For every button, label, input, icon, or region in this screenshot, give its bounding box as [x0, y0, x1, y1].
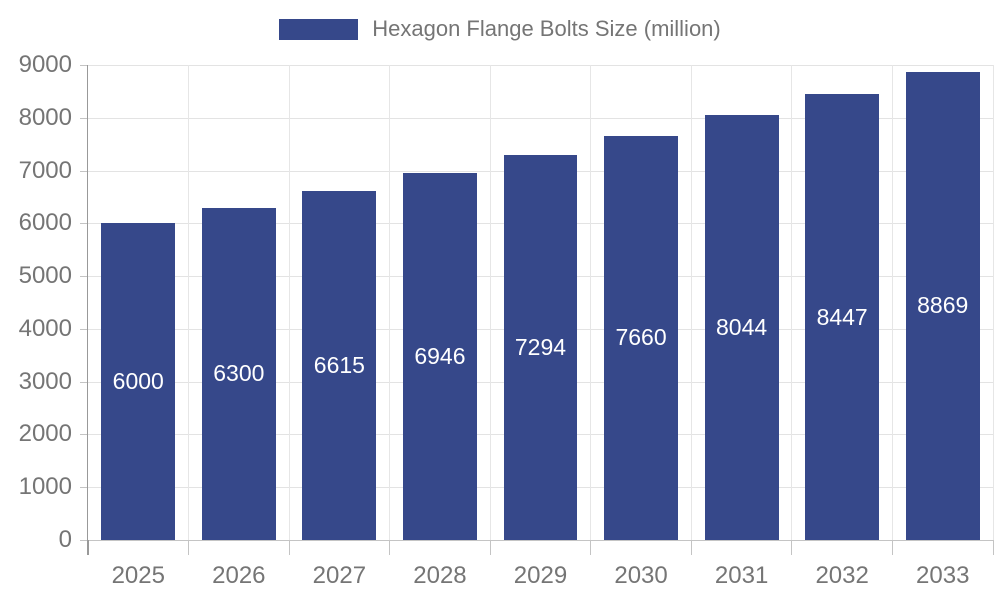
x-axis-category-label: 2028: [413, 562, 467, 589]
y-axis-tick: [80, 328, 88, 330]
y-axis-tick: [80, 381, 88, 383]
bar-value-label: 7294: [514, 334, 567, 361]
bar-2027[interactable]: 6615: [302, 190, 377, 540]
x-axis-category-label: 2032: [815, 562, 869, 589]
bar-2031[interactable]: 8044: [704, 115, 779, 540]
y-axis-tick: [80, 65, 88, 66]
x-axis-category-label: 2033: [916, 562, 970, 589]
bar-2029[interactable]: 7294: [503, 155, 578, 540]
bar-value-label: 6615: [313, 351, 365, 378]
bar-2032[interactable]: 8447: [805, 94, 880, 540]
bar-2028[interactable]: 6946: [402, 173, 477, 540]
category-gridline: [690, 65, 692, 540]
x-axis-tick: [389, 540, 391, 555]
y-axis-tick-label: 2000: [18, 420, 72, 448]
y-axis-tick-label: 9000: [18, 51, 72, 78]
y-axis-tick: [80, 170, 88, 172]
bar-value-label: 7660: [615, 324, 667, 351]
y-axis-tick-label: 4000: [18, 314, 72, 342]
x-axis-tick: [590, 540, 592, 555]
y-axis-line: [87, 65, 88, 555]
x-axis-category-label: 2025: [111, 562, 165, 589]
y-axis-tick: [80, 487, 88, 489]
bar-value-label: 6300: [213, 360, 265, 387]
x-axis-tick: [992, 540, 994, 555]
y-axis-tick-label: 1000: [18, 473, 72, 501]
y-axis-tick: [80, 223, 88, 225]
y-gridline: [88, 65, 993, 66]
y-axis-tick-label: 5000: [18, 262, 72, 290]
x-axis-tick: [891, 540, 893, 555]
x-axis-tick: [188, 540, 190, 555]
bar-value-label: 8044: [716, 314, 768, 341]
y-axis-tick-label: 7000: [18, 156, 72, 184]
category-gridline: [791, 65, 793, 540]
plot-area: 0 1000 2000 3000 4000 5000 6000 7000 8000 9000 600…: [19, 53, 994, 589]
category-gridline: [389, 65, 391, 540]
x-axis-category-label: 2031: [714, 562, 769, 589]
y-axis-tick-label: 8000: [18, 103, 72, 131]
y-axis-tick: [80, 540, 88, 541]
category-gridline: [188, 65, 190, 540]
legend-item[interactable]: Hexagon Flange Bolts Size (million): [0, 16, 1000, 42]
bar-value-label: 6000: [112, 368, 164, 395]
bar-2025[interactable]: 6000: [101, 223, 176, 540]
x-axis-category-label: 2030: [614, 562, 668, 589]
category-gridline: [992, 65, 994, 540]
x-axis-category-label: 2027: [312, 562, 367, 589]
x-axis-category-label: 2026: [212, 562, 266, 589]
bar-value-label: 6946: [414, 343, 466, 370]
legend-label: Hexagon Flange Bolts Size (million): [372, 16, 721, 41]
x-axis-tick: [288, 540, 290, 555]
y-axis-tick: [80, 434, 88, 436]
y-gridline: [88, 540, 993, 541]
x-axis-tick: [791, 540, 793, 555]
y-axis-tick-label: 6000: [18, 209, 72, 237]
y-axis-tick: [80, 117, 88, 119]
y-gridline: [88, 117, 993, 119]
bar-value-label: 8869: [917, 292, 969, 319]
x-axis-tick: [87, 540, 89, 555]
bar-value-label: 8447: [816, 303, 868, 330]
x-axis-tick: [489, 540, 491, 555]
legend-swatch: [279, 18, 359, 40]
category-gridline: [288, 65, 290, 540]
bar-2026[interactable]: 6300: [201, 207, 276, 540]
bar-2030[interactable]: 7660: [604, 135, 678, 540]
x-axis-tick: [690, 540, 692, 555]
y-axis-tick: [80, 276, 88, 278]
x-axis-category-label: 2029: [513, 562, 568, 589]
category-gridline: [590, 65, 592, 540]
bar-2033[interactable]: 8869: [905, 71, 980, 540]
category-gridline: [489, 65, 491, 540]
y-axis-tick-label: 3000: [18, 367, 72, 395]
category-gridline: [891, 65, 893, 540]
y-axis-tick-label: 0: [58, 526, 72, 553]
